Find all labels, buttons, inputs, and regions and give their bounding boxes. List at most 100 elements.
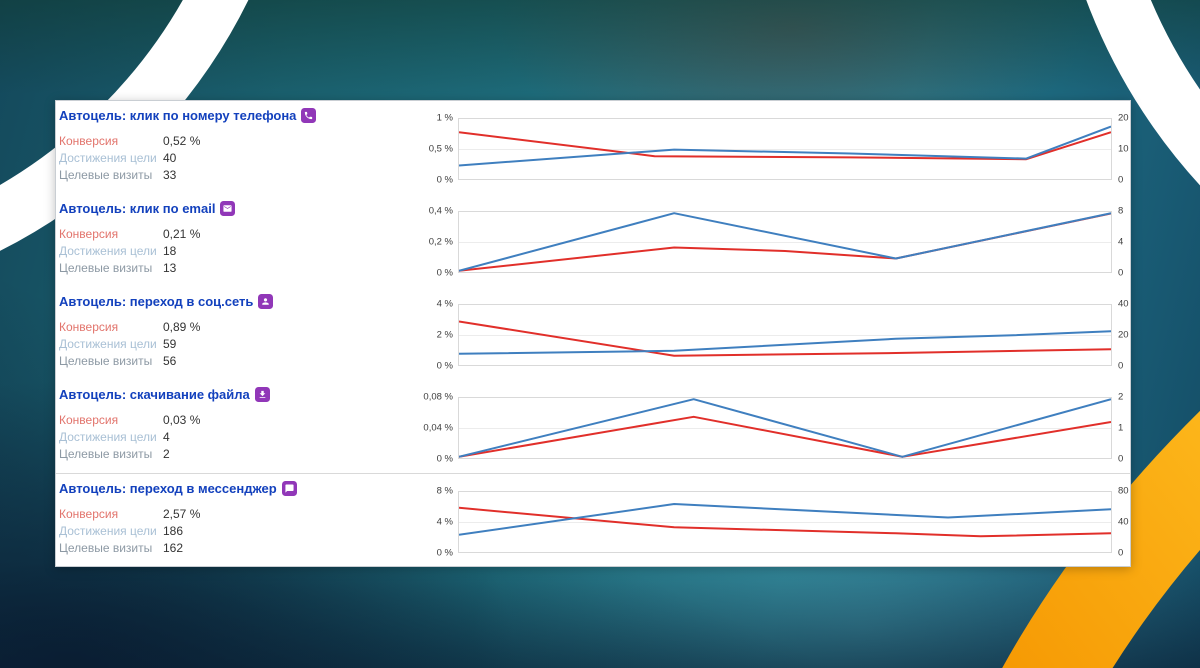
metric-row: Достижения цели 18	[59, 242, 399, 259]
right-axis-min-label: 0	[1118, 453, 1124, 465]
goal-section: Автоцель: клик по email Конверсия 0,21 %…	[56, 194, 1130, 287]
goal-reaches-value: 59	[163, 336, 177, 351]
goal-info: Автоцель: клик по email Конверсия 0,21 %…	[59, 200, 399, 287]
goal-info: Автоцель: скачивание файла Конверсия 0,0…	[59, 386, 399, 473]
goal-visits-value: 33	[163, 167, 177, 182]
chart-plot[interactable]	[458, 211, 1112, 273]
orange-swoosh	[1002, 410, 1200, 668]
metric-row: Достижения цели 4	[59, 428, 399, 445]
goal-metrics: Конверсия 0,52 % Достижения цели 40 Целе…	[59, 132, 399, 183]
mid-gridline	[459, 428, 1111, 429]
conversion-value: 0,03 %	[163, 412, 201, 427]
goal-reaches-value: 4	[163, 429, 170, 444]
metric-row: Достижения цели 40	[59, 149, 399, 166]
left-axis: 4 % 2 % 0 %	[399, 299, 458, 372]
person-icon	[258, 293, 274, 309]
right-axis-min-label: 0	[1118, 360, 1124, 372]
goal-reaches-label: Достижения цели	[59, 429, 157, 444]
phone-icon	[301, 107, 317, 123]
right-axis-mid-label: 20	[1118, 329, 1129, 341]
right-axis-max-label: 80	[1118, 485, 1129, 497]
right-axis-mid-label: 10	[1118, 143, 1129, 155]
conversion-value: 0,89 %	[163, 319, 201, 334]
download-icon	[254, 386, 270, 402]
left-axis: 8 % 4 % 0 %	[399, 486, 458, 559]
metric-row: Конверсия 0,89 %	[59, 318, 399, 335]
goal-visits-value: 2	[163, 446, 170, 461]
goal-visits-label: Целевые визиты	[59, 260, 153, 275]
left-axis-min-label: 0 %	[436, 174, 453, 186]
goal-visits-label: Целевые визиты	[59, 540, 153, 555]
goal-visits-label: Целевые визиты	[59, 167, 153, 182]
right-axis-max-label: 2	[1118, 391, 1124, 403]
right-axis-max-label: 20	[1118, 112, 1129, 124]
goal-chart: 8 % 4 % 0 % 80 40 0	[399, 486, 1130, 559]
metric-row: Конверсия 0,03 %	[59, 411, 399, 428]
chart-plot[interactable]	[458, 304, 1112, 366]
email-icon	[220, 200, 236, 216]
goal-info: Автоцель: клик по номеру телефона Конвер…	[59, 107, 399, 194]
chart-lines	[459, 320, 1111, 357]
goal-title-link[interactable]: Автоцель: скачивание файла	[59, 386, 250, 402]
metric-row: Конверсия 2,57 %	[59, 505, 399, 522]
metric-row: Достижения цели 59	[59, 335, 399, 352]
goal-chart: 0,4 % 0,2 % 0 % 8 4 0	[399, 206, 1130, 279]
right-axis: 8 4 0	[1112, 206, 1130, 279]
conversion-label: Конверсия	[59, 506, 119, 521]
conversion-value: 2,57 %	[163, 506, 201, 521]
left-axis-max-label: 0,08 %	[423, 391, 453, 403]
right-axis-mid-label: 1	[1118, 422, 1124, 434]
metric-row: Конверсия 0,21 %	[59, 225, 399, 242]
goal-metrics: Конверсия 0,03 % Достижения цели 4 Целев…	[59, 411, 399, 462]
left-axis: 1 % 0,5 % 0 %	[399, 113, 458, 186]
goal-reaches-label: Достижения цели	[59, 523, 157, 538]
chart-lines	[459, 125, 1111, 167]
goal-title-link[interactable]: Автоцель: переход в мессенджер	[59, 480, 277, 496]
metric-row: Целевые визиты 56	[59, 352, 399, 369]
right-axis-min-label: 0	[1118, 547, 1124, 559]
metric-row: Целевые визиты 162	[59, 539, 399, 556]
chart-lines	[459, 212, 1111, 272]
goal-chart: 1 % 0,5 % 0 % 20 10 0	[399, 113, 1130, 186]
goal-title-link[interactable]: Автоцель: переход в соц.сеть	[59, 293, 254, 309]
goal-chart: 4 % 2 % 0 % 40 20 0	[399, 299, 1130, 372]
chart-plot[interactable]	[458, 397, 1112, 459]
mid-gridline	[459, 522, 1111, 523]
left-axis-max-label: 8 %	[436, 485, 453, 497]
goal-section: Автоцель: переход в мессенджер Конверсия…	[56, 473, 1130, 566]
right-axis-min-label: 0	[1118, 174, 1124, 186]
goal-info: Автоцель: переход в мессенджер Конверсия…	[59, 480, 399, 566]
left-axis-min-label: 0 %	[436, 453, 453, 465]
metric-row: Конверсия 0,52 %	[59, 132, 399, 149]
goal-visits-value: 13	[163, 260, 177, 275]
goal-title-link[interactable]: Автоцель: клик по номеру телефона	[59, 107, 297, 123]
conversion-label: Конверсия	[59, 319, 119, 334]
conversion-value: 0,21 %	[163, 226, 201, 241]
metric-row: Достижения цели 186	[59, 522, 399, 539]
right-axis-max-label: 8	[1118, 205, 1124, 217]
metric-row: Целевые визиты 33	[59, 166, 399, 183]
chart-plot[interactable]	[458, 491, 1112, 553]
conversion-label: Конверсия	[59, 226, 119, 241]
goal-reaches-label: Достижения цели	[59, 336, 157, 351]
right-axis-max-label: 40	[1118, 298, 1129, 310]
right-axis: 80 40 0	[1112, 486, 1130, 559]
goal-info: Автоцель: переход в соц.сеть Конверсия 0…	[59, 293, 399, 380]
conversion-label: Конверсия	[59, 412, 119, 427]
conversion-label: Конверсия	[59, 133, 119, 148]
goal-metrics: Конверсия 0,89 % Достижения цели 59 Целе…	[59, 318, 399, 369]
goal-title-link[interactable]: Автоцель: клик по email	[59, 200, 216, 216]
left-axis-min-label: 0 %	[436, 360, 453, 372]
mid-gridline	[459, 242, 1111, 243]
goal-section: Автоцель: клик по номеру телефона Конвер…	[56, 101, 1130, 194]
left-axis-max-label: 0,4 %	[428, 205, 453, 217]
metric-row: Целевые визиты 2	[59, 445, 399, 462]
goal-chart: 0,08 % 0,04 % 0 % 2 1 0	[399, 392, 1130, 465]
goal-metrics: Конверсия 0,21 % Достижения цели 18 Целе…	[59, 225, 399, 276]
left-axis-max-label: 1 %	[436, 112, 453, 124]
chart-plot[interactable]	[458, 118, 1112, 180]
chart-lines	[459, 398, 1111, 458]
goal-section: Автоцель: скачивание файла Конверсия 0,0…	[56, 380, 1130, 473]
chart-lines	[459, 503, 1111, 538]
left-axis-mid-label: 0,5 %	[428, 143, 453, 155]
